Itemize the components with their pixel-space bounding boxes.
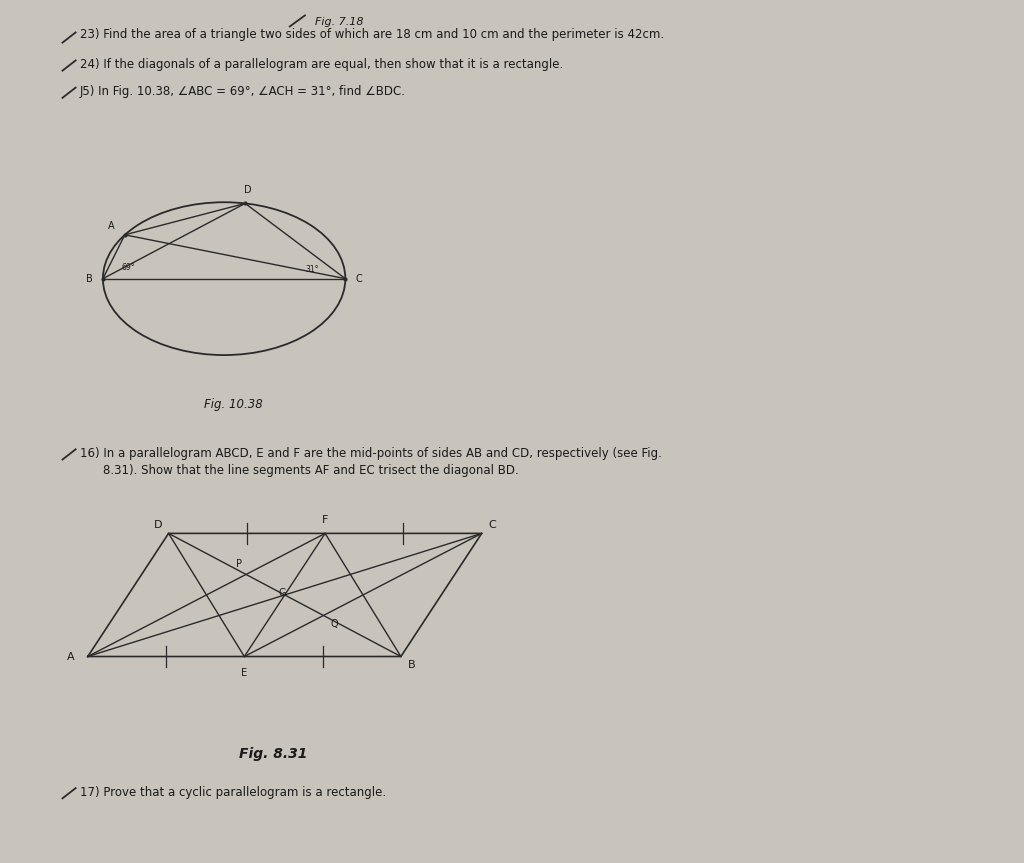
- Text: G: G: [279, 588, 286, 598]
- Text: F: F: [322, 514, 329, 525]
- Text: Q: Q: [330, 619, 338, 629]
- Text: P: P: [237, 559, 242, 569]
- Text: E: E: [242, 668, 248, 677]
- Text: D: D: [245, 185, 252, 195]
- Text: Fig. 10.38: Fig. 10.38: [204, 398, 263, 411]
- Text: Fig. 7.18: Fig. 7.18: [315, 17, 364, 27]
- Text: B: B: [408, 660, 415, 670]
- Text: 17) Prove that a cyclic parallelogram is a rectangle.: 17) Prove that a cyclic parallelogram is…: [80, 785, 386, 798]
- Text: 23) Find the area of a triangle two sides of which are 18 cm and 10 cm and the p: 23) Find the area of a triangle two side…: [80, 28, 664, 41]
- Text: C: C: [488, 520, 496, 530]
- Text: A: A: [67, 652, 75, 662]
- Text: C: C: [355, 274, 362, 284]
- Text: A: A: [109, 221, 115, 230]
- Text: J5) In Fig. 10.38, ∠ABC = 69°, ∠ACH = 31°, find ∠BDC.: J5) In Fig. 10.38, ∠ABC = 69°, ∠ACH = 31…: [80, 85, 406, 98]
- Text: B: B: [86, 274, 93, 284]
- Text: 16) In a parallelogram ABCD, E and F are the mid-points of sides AB and CD, resp: 16) In a parallelogram ABCD, E and F are…: [80, 447, 662, 460]
- Text: Fig. 8.31: Fig. 8.31: [240, 747, 307, 761]
- Text: 31°: 31°: [305, 265, 318, 274]
- Text: 8.31). Show that the line segments AF and EC trisect the diagonal BD.: 8.31). Show that the line segments AF an…: [102, 463, 518, 476]
- Text: 24) If the diagonals of a parallelogram are equal, then show that it is a rectan: 24) If the diagonals of a parallelogram …: [80, 58, 563, 71]
- Text: 69°: 69°: [121, 263, 135, 272]
- Text: D: D: [154, 520, 162, 530]
